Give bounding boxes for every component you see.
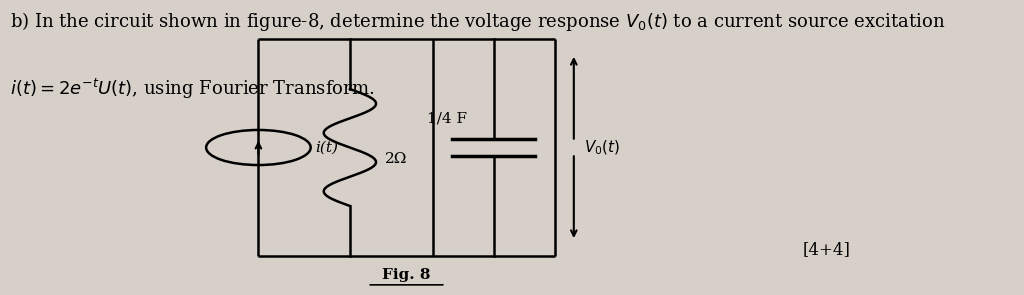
Text: b) In the circuit shown in figure-8, determine the voltage response $V_0(t)$ to : b) In the circuit shown in figure-8, det… [10,10,946,33]
Text: [4+4]: [4+4] [803,241,851,258]
Text: $i(t) = 2e^{-t}U(t)$, using Fourier Transform.: $i(t) = 2e^{-t}U(t)$, using Fourier Tran… [10,77,375,101]
Text: $V_0(t)$: $V_0(t)$ [585,138,621,157]
Text: 2Ω: 2Ω [385,152,408,166]
Text: Fig. 8: Fig. 8 [382,268,431,282]
Text: 1/4 F: 1/4 F [427,112,468,126]
Text: i(t): i(t) [315,140,338,155]
